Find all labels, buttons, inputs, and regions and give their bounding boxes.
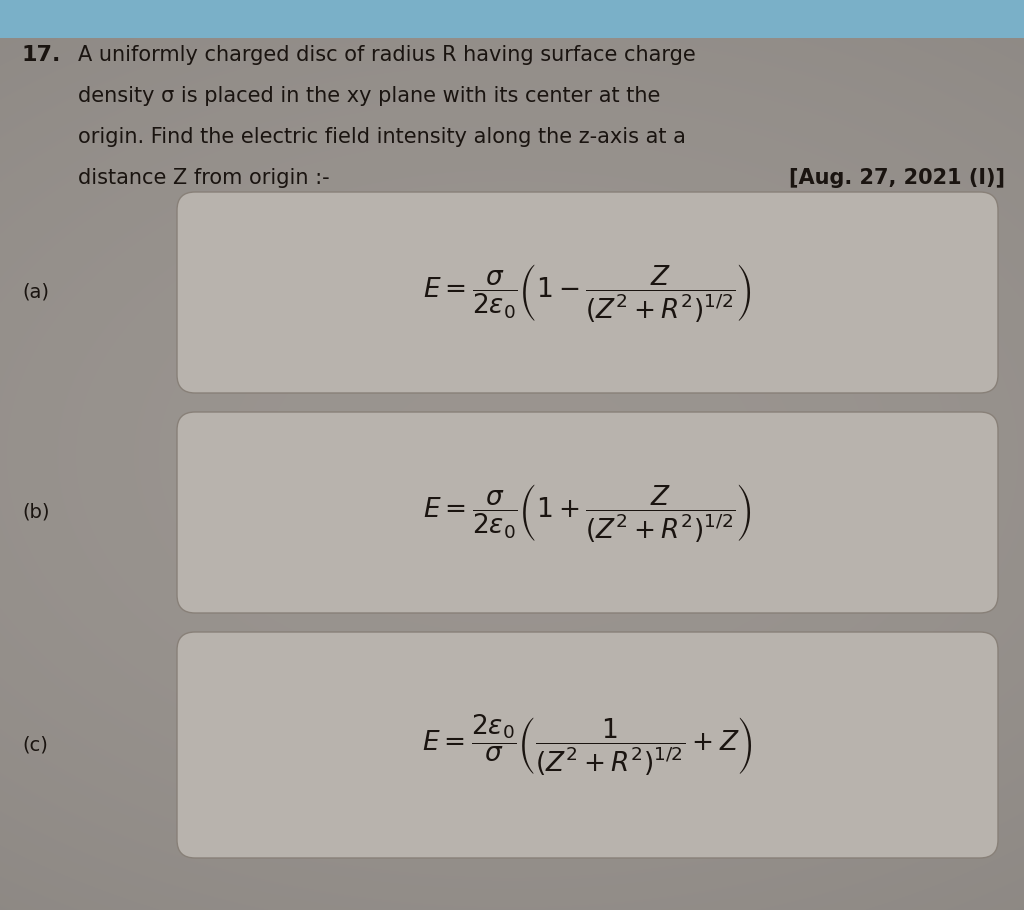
FancyBboxPatch shape (177, 412, 998, 613)
Text: origin. Find the electric field intensity along the z-axis at a: origin. Find the electric field intensit… (78, 127, 686, 147)
Text: (b): (b) (22, 503, 49, 522)
Text: [Aug. 27, 2021 (I)]: [Aug. 27, 2021 (I)] (790, 168, 1005, 188)
Text: (a): (a) (22, 283, 49, 302)
Text: 17.: 17. (22, 45, 61, 65)
FancyBboxPatch shape (0, 0, 1024, 38)
Text: $E = \dfrac{\sigma}{2\varepsilon_0}\left(1-\dfrac{Z}{\left(Z^2+R^2\right)^{1/2}}: $E = \dfrac{\sigma}{2\varepsilon_0}\left… (423, 261, 752, 323)
Text: $E = \dfrac{\sigma}{2\varepsilon_0}\left(1+\dfrac{Z}{\left(Z^2+R^2\right)^{1/2}}: $E = \dfrac{\sigma}{2\varepsilon_0}\left… (423, 481, 752, 543)
Text: A uniformly charged disc of radius R having surface charge: A uniformly charged disc of radius R hav… (78, 45, 695, 65)
Text: distance Z from origin :-: distance Z from origin :- (78, 168, 330, 188)
FancyBboxPatch shape (177, 192, 998, 393)
Text: (c): (c) (22, 735, 48, 754)
Text: $E = \dfrac{2\varepsilon_0}{\sigma}\left(\dfrac{1}{\left(Z^2+R^2\right)^{1/2}}+Z: $E = \dfrac{2\varepsilon_0}{\sigma}\left… (423, 713, 753, 778)
FancyBboxPatch shape (177, 632, 998, 858)
Text: density σ is placed in the xy plane with its center at the: density σ is placed in the xy plane with… (78, 86, 660, 106)
